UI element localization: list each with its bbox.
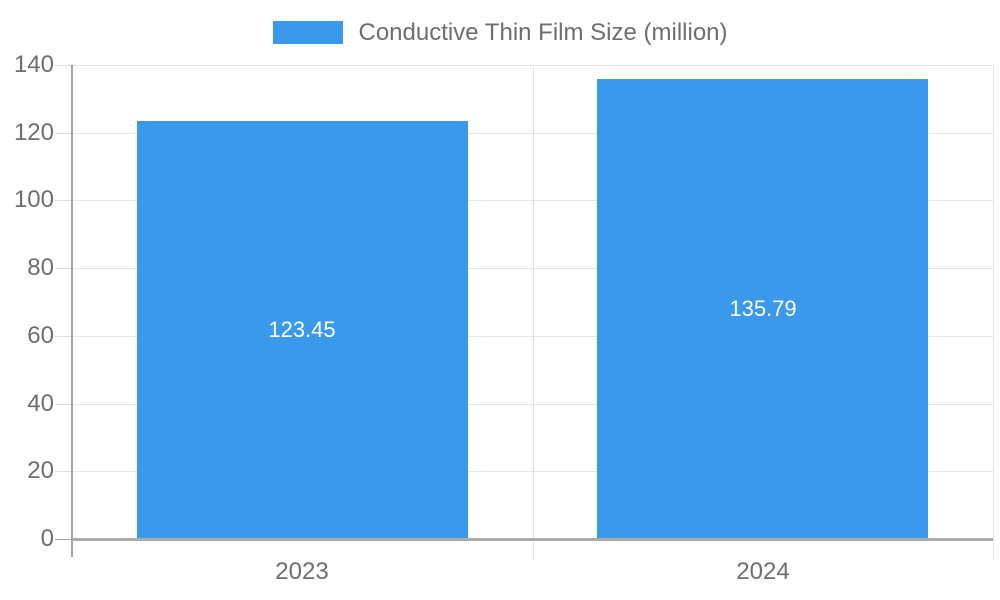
bar-value-label: 123.45 xyxy=(268,317,336,342)
y-tick-label: 140 xyxy=(13,51,54,78)
y-tick-label: 0 xyxy=(40,525,54,552)
gridline xyxy=(72,200,993,201)
gridline xyxy=(72,268,993,269)
x-tick-label: 2024 xyxy=(736,558,790,585)
gridline xyxy=(72,336,993,337)
y-axis-tick xyxy=(55,404,72,405)
y-tick-label: 120 xyxy=(13,119,54,146)
y-tick-label: 80 xyxy=(27,254,54,281)
x-axis-line xyxy=(72,538,993,541)
y-tick-label: 60 xyxy=(27,322,54,349)
plot-right-border xyxy=(993,65,994,560)
chart-legend[interactable]: Conductive Thin Film Size (million) xyxy=(0,20,1000,45)
gridline xyxy=(72,471,993,472)
y-axis-tick xyxy=(55,133,72,134)
y-axis-tick xyxy=(55,268,72,269)
y-tick-label: 40 xyxy=(27,390,54,417)
bar xyxy=(137,121,468,539)
legend-label: Conductive Thin Film Size (million) xyxy=(358,19,728,46)
gridline xyxy=(72,65,993,66)
legend-swatch xyxy=(272,21,343,44)
y-tick-label: 20 xyxy=(27,457,54,484)
y-tick-label: 100 xyxy=(13,186,54,213)
gridline xyxy=(72,133,993,134)
y-axis-tick xyxy=(55,336,72,337)
bar xyxy=(597,79,928,539)
y-axis-tick xyxy=(55,65,72,66)
gridline xyxy=(72,404,993,405)
y-axis-tick xyxy=(55,200,72,201)
y-axis-line xyxy=(71,65,73,557)
x-tick-label: 2023 xyxy=(275,558,329,585)
y-axis-tick xyxy=(55,539,72,540)
y-axis-tick xyxy=(55,471,72,472)
category-divider-line xyxy=(533,65,534,560)
bar-value-label: 135.79 xyxy=(729,296,797,321)
